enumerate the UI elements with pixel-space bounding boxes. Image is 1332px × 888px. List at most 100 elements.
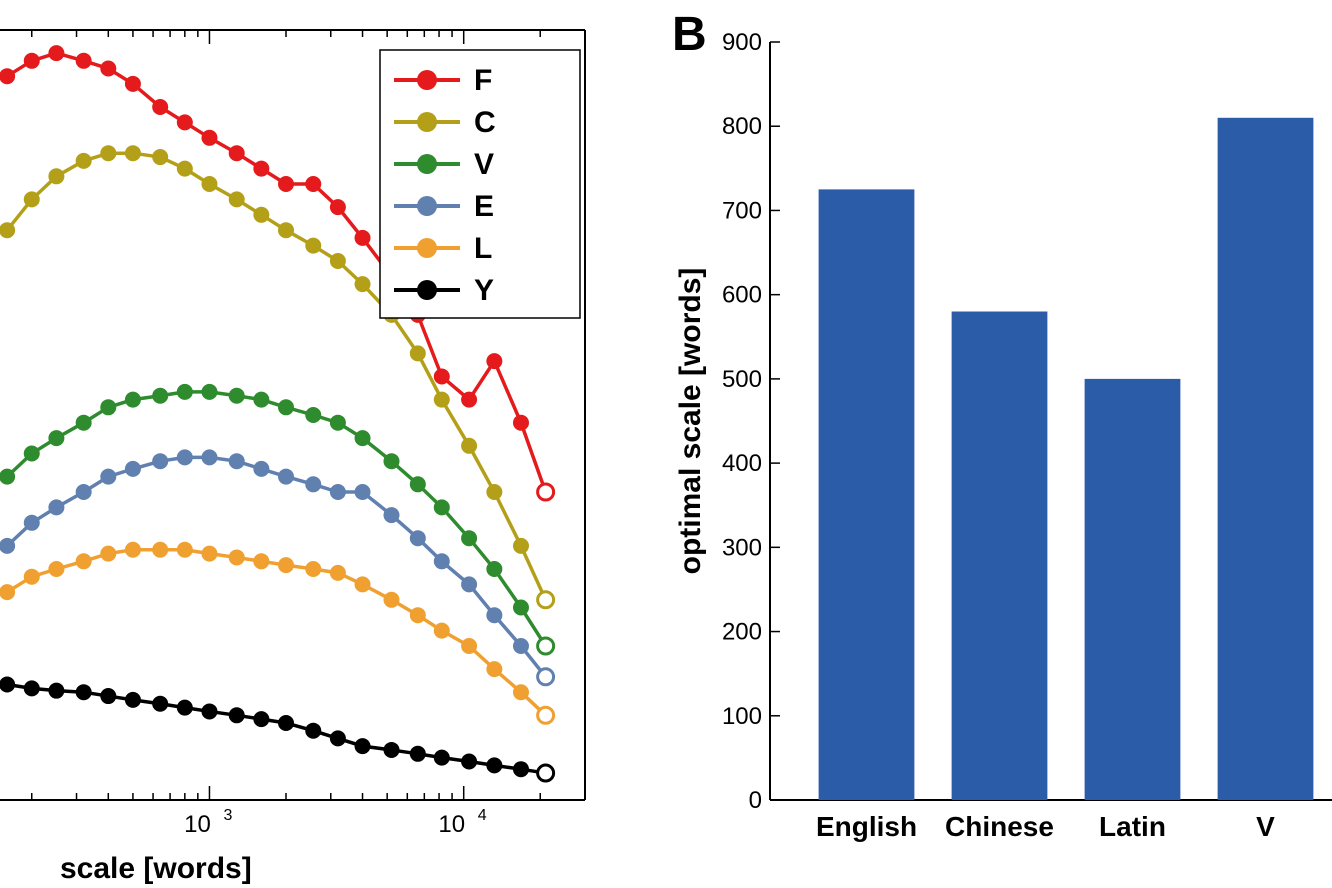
series-C-marker (355, 276, 371, 292)
svg-text:3: 3 (223, 807, 232, 824)
legend-label-E: E (474, 190, 494, 223)
series-C-marker (48, 168, 64, 184)
series-E-marker (253, 461, 269, 477)
series-C-marker (125, 145, 141, 161)
series-E-marker (152, 453, 168, 469)
panel-b-ytick-label: 300 (722, 534, 762, 561)
series-V-marker (410, 476, 426, 492)
series-F-marker (513, 415, 529, 431)
svg-text:4: 4 (478, 807, 487, 824)
series-V-marker (125, 392, 141, 408)
series-Y-marker (125, 692, 141, 708)
series-Y-marker (24, 680, 40, 696)
series-L-marker (152, 542, 168, 558)
series-F-marker (229, 145, 245, 161)
series-C-marker (201, 176, 217, 192)
series-L-marker (177, 542, 193, 558)
series-L-marker (125, 542, 141, 558)
series-E-marker (125, 461, 141, 477)
series-E-marker (383, 507, 399, 523)
series-V-marker (152, 388, 168, 404)
series-L-marker (538, 707, 554, 723)
series-V-marker (330, 415, 346, 431)
series-Y-marker (201, 703, 217, 719)
series-Y-marker (330, 730, 346, 746)
series-V-marker (305, 407, 321, 423)
series-E-marker (538, 669, 554, 685)
series-E-marker (305, 476, 321, 492)
series-C-marker (100, 145, 116, 161)
bar-chinese (952, 312, 1048, 800)
series-C-marker (177, 161, 193, 177)
panel-b-ylabel: optimal scale [words] (674, 268, 707, 575)
figure-svg: 103104scale [words]FCVELYB01002003004005… (0, 0, 1332, 888)
legend-label-F: F (474, 64, 492, 97)
panel-b-ytick-label: 400 (722, 450, 762, 477)
series-V-marker (538, 638, 554, 654)
series-C-marker (76, 153, 92, 169)
series-E-marker (201, 449, 217, 465)
legend-label-Y: Y (474, 274, 494, 307)
series-E-marker (24, 515, 40, 531)
series-L-marker (355, 576, 371, 592)
bar-english (819, 189, 915, 800)
series-E-marker (355, 484, 371, 500)
series-F-marker (253, 161, 269, 177)
series-Y-marker (229, 707, 245, 723)
series-F-marker (486, 353, 502, 369)
bar-label-v: V (1256, 811, 1275, 842)
bar-label-chinese: Chinese (945, 811, 1054, 842)
panel-b-ytick-label: 700 (722, 197, 762, 224)
series-L-marker (305, 561, 321, 577)
series-L-marker (278, 557, 294, 573)
series-Y-marker (0, 677, 15, 693)
series-F-marker (24, 53, 40, 69)
series-Y-marker (76, 684, 92, 700)
series-V-marker (434, 499, 450, 515)
series-E-marker (410, 530, 426, 546)
series-L-marker (24, 569, 40, 585)
series-E-marker (330, 484, 346, 500)
legend-marker-C (417, 112, 437, 132)
series-L-marker (229, 549, 245, 565)
series-C-marker (278, 222, 294, 238)
series-C-marker (513, 538, 529, 554)
series-F-marker (201, 130, 217, 146)
series-V-marker (24, 446, 40, 462)
series-C-marker (410, 345, 426, 361)
series-F-marker (278, 176, 294, 192)
series-L-marker (76, 553, 92, 569)
series-V-marker (229, 388, 245, 404)
legend-label-V: V (474, 148, 494, 181)
series-Y-marker (253, 711, 269, 727)
series-V-marker (201, 384, 217, 400)
panel-b-ytick-label: 100 (722, 703, 762, 730)
series-Y-marker (513, 761, 529, 777)
panel-b-ytick-label: 900 (722, 29, 762, 56)
legend-marker-E (417, 196, 437, 216)
series-L-marker (100, 546, 116, 562)
series-V (7, 392, 545, 646)
series-E-marker (434, 553, 450, 569)
panel-b-ytick-label: 200 (722, 619, 762, 646)
bar-label-latin: Latin (1099, 811, 1166, 842)
series-C-marker (305, 238, 321, 254)
series-L-marker (486, 661, 502, 677)
legend-label-C: C (474, 106, 496, 139)
series-Y-marker (177, 700, 193, 716)
panel-a-xtick-label: 104 (438, 807, 486, 838)
series-E-marker (513, 638, 529, 654)
series-C-marker (461, 438, 477, 454)
series-C-marker (229, 191, 245, 207)
series-L-marker (434, 623, 450, 639)
series-Y-marker (434, 750, 450, 766)
panel-a-xtick-label: 103 (184, 807, 232, 838)
series-E-marker (100, 469, 116, 485)
panel-a-xlabel: scale [words] (60, 852, 252, 885)
series-V-marker (177, 384, 193, 400)
series-V-marker (383, 453, 399, 469)
series-L-marker (253, 553, 269, 569)
series-V-marker (48, 430, 64, 446)
series-F-marker (152, 99, 168, 115)
series-F-marker (100, 61, 116, 77)
